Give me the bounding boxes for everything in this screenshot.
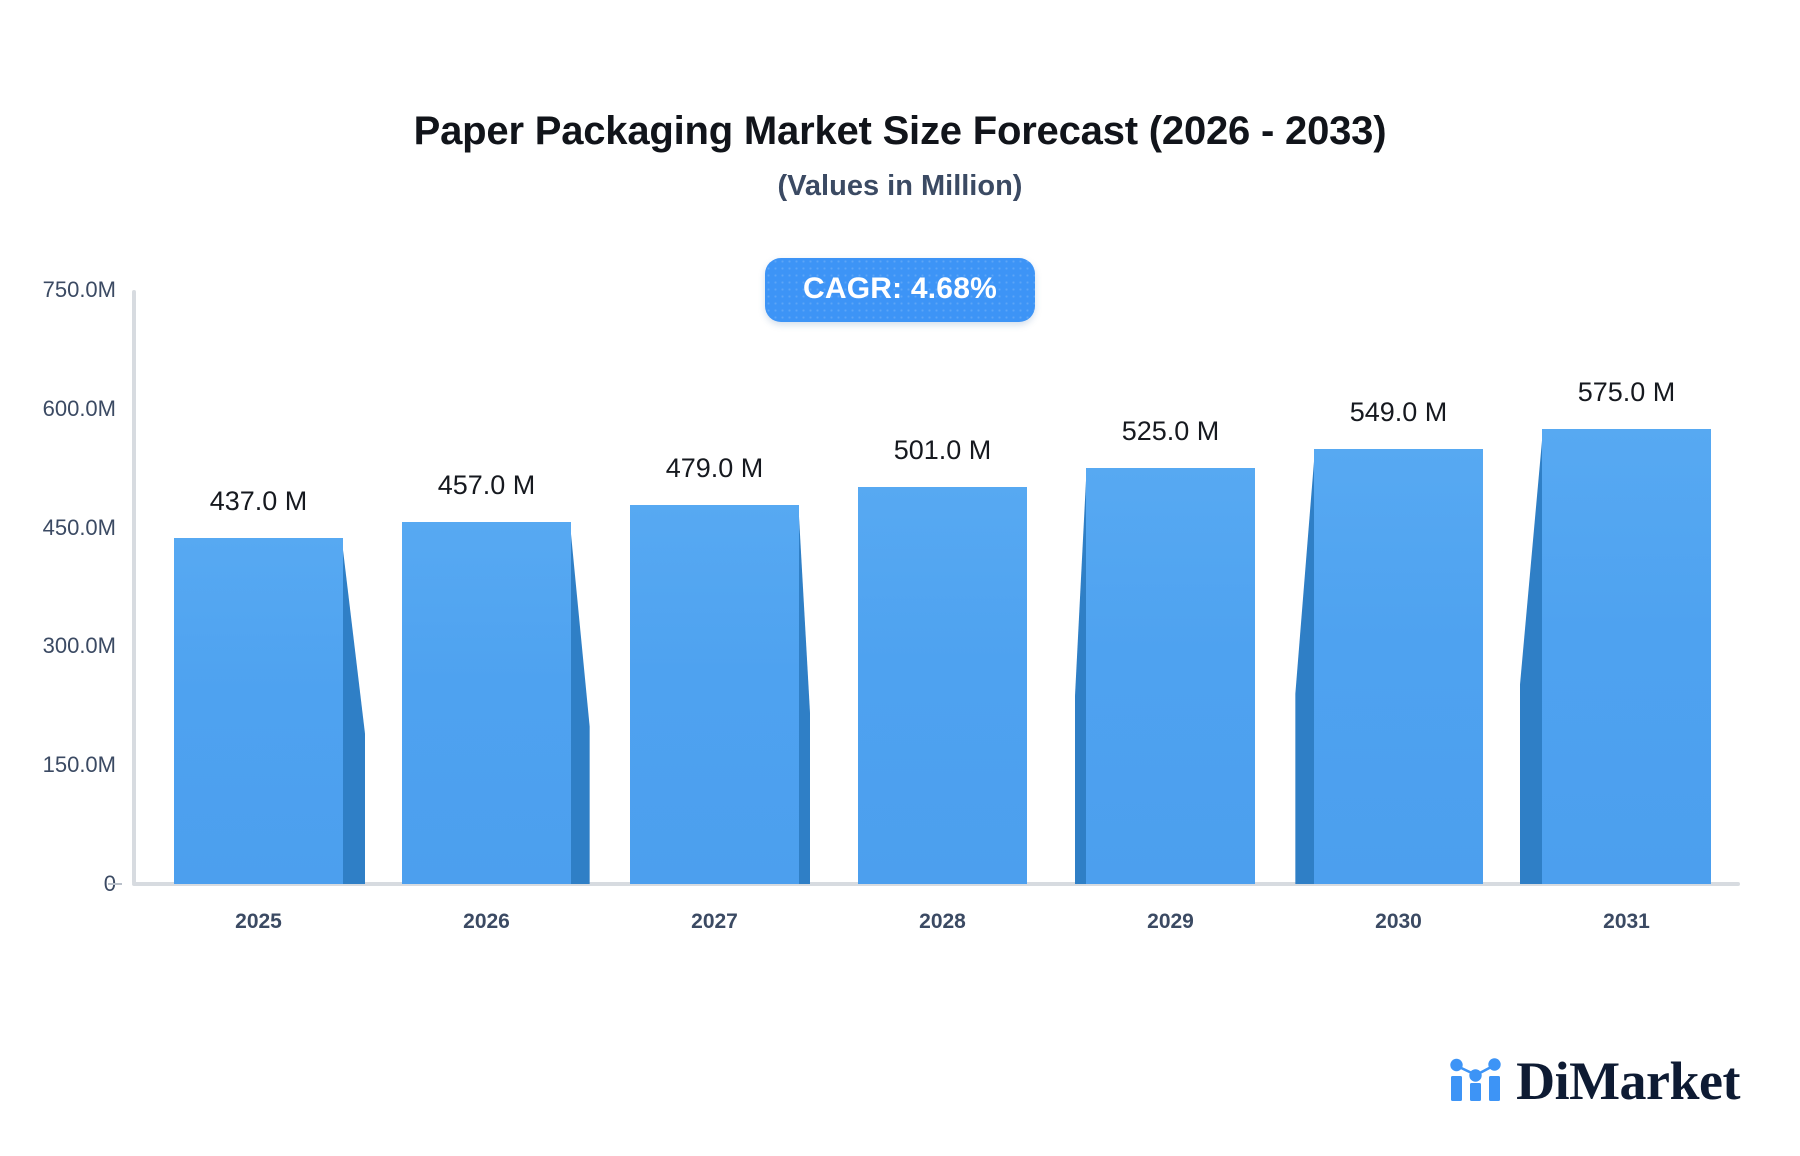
- bar[interactable]: [1295, 449, 1483, 884]
- bar-side-face: [1520, 440, 1542, 884]
- bar[interactable]: [630, 504, 811, 884]
- x-axis-tick-label: 2030: [1375, 910, 1422, 933]
- cagr-badge: CAGR: 4.68%: [765, 258, 1035, 322]
- logo-wordmark: DiMarket: [1516, 1050, 1740, 1111]
- y-axis-tick-label: 750.0M: [42, 277, 116, 302]
- bar[interactable]: [1074, 468, 1255, 884]
- y-axis-tick-label: 300.0M: [42, 633, 116, 659]
- bar[interactable]: [174, 537, 365, 884]
- bar[interactable]: [858, 487, 1027, 884]
- chart-title: Paper Packaging Market Size Forecast (20…: [413, 109, 1387, 153]
- bar-value-label: 575.0 M: [1577, 376, 1676, 407]
- y-axis-line: [132, 290, 136, 884]
- bar-value-label: 549.0 M: [1349, 397, 1448, 428]
- bar-side-face: [571, 534, 590, 884]
- bar-side-face: [343, 549, 365, 884]
- bar-front-face: [1086, 468, 1255, 884]
- y-axis-tick-label: 450.0M: [42, 514, 116, 540]
- bar[interactable]: [1520, 428, 1711, 884]
- bar-value-label: 479.0 M: [665, 452, 764, 483]
- x-axis-tick-label: 2026: [463, 910, 510, 933]
- bar-front-face: [1542, 428, 1711, 884]
- cagr-badge-container: CAGR: 4.68%: [0, 258, 1800, 322]
- y-axis-tick-label: 150.0M: [42, 752, 116, 778]
- bar-side-face: [1074, 480, 1086, 884]
- bar-front-face: [174, 537, 343, 884]
- bar-value-label: 525.0 M: [1121, 416, 1220, 447]
- x-axis-tick-label: 2031: [1603, 910, 1650, 933]
- x-axis-tick-label: 2029: [1147, 910, 1194, 933]
- bar-chart-dots-icon: [1448, 1053, 1504, 1108]
- x-axis-tick-label: 2027: [691, 910, 738, 933]
- x-axis-tick-label: 2028: [919, 910, 966, 933]
- bar-front-face: [858, 487, 1027, 884]
- bar-side-face: [1295, 461, 1314, 884]
- brand-logo: DiMarket: [1448, 1053, 1740, 1108]
- y-axis-tick-mark: [108, 883, 122, 885]
- bar-value-label: 437.0 M: [209, 485, 308, 516]
- chart-header: Paper Packaging Market Size Forecast (20…: [0, 108, 1800, 203]
- y-axis-tick-label: 0: [103, 871, 116, 896]
- bar-value-label: 457.0 M: [437, 470, 536, 501]
- x-axis-line: [132, 882, 1740, 886]
- bar[interactable]: [402, 522, 590, 884]
- bar-front-face: [402, 522, 571, 884]
- bar-side-face: [799, 516, 811, 884]
- chart-subtitle: (Values in Million): [777, 170, 1023, 202]
- x-axis-tick-label: 2025: [235, 910, 282, 933]
- bar-front-face: [630, 504, 799, 884]
- bar-value-label: 501.0 M: [893, 435, 992, 466]
- y-axis-tick-label: 600.0M: [42, 395, 116, 421]
- bar-front-face: [1314, 449, 1483, 884]
